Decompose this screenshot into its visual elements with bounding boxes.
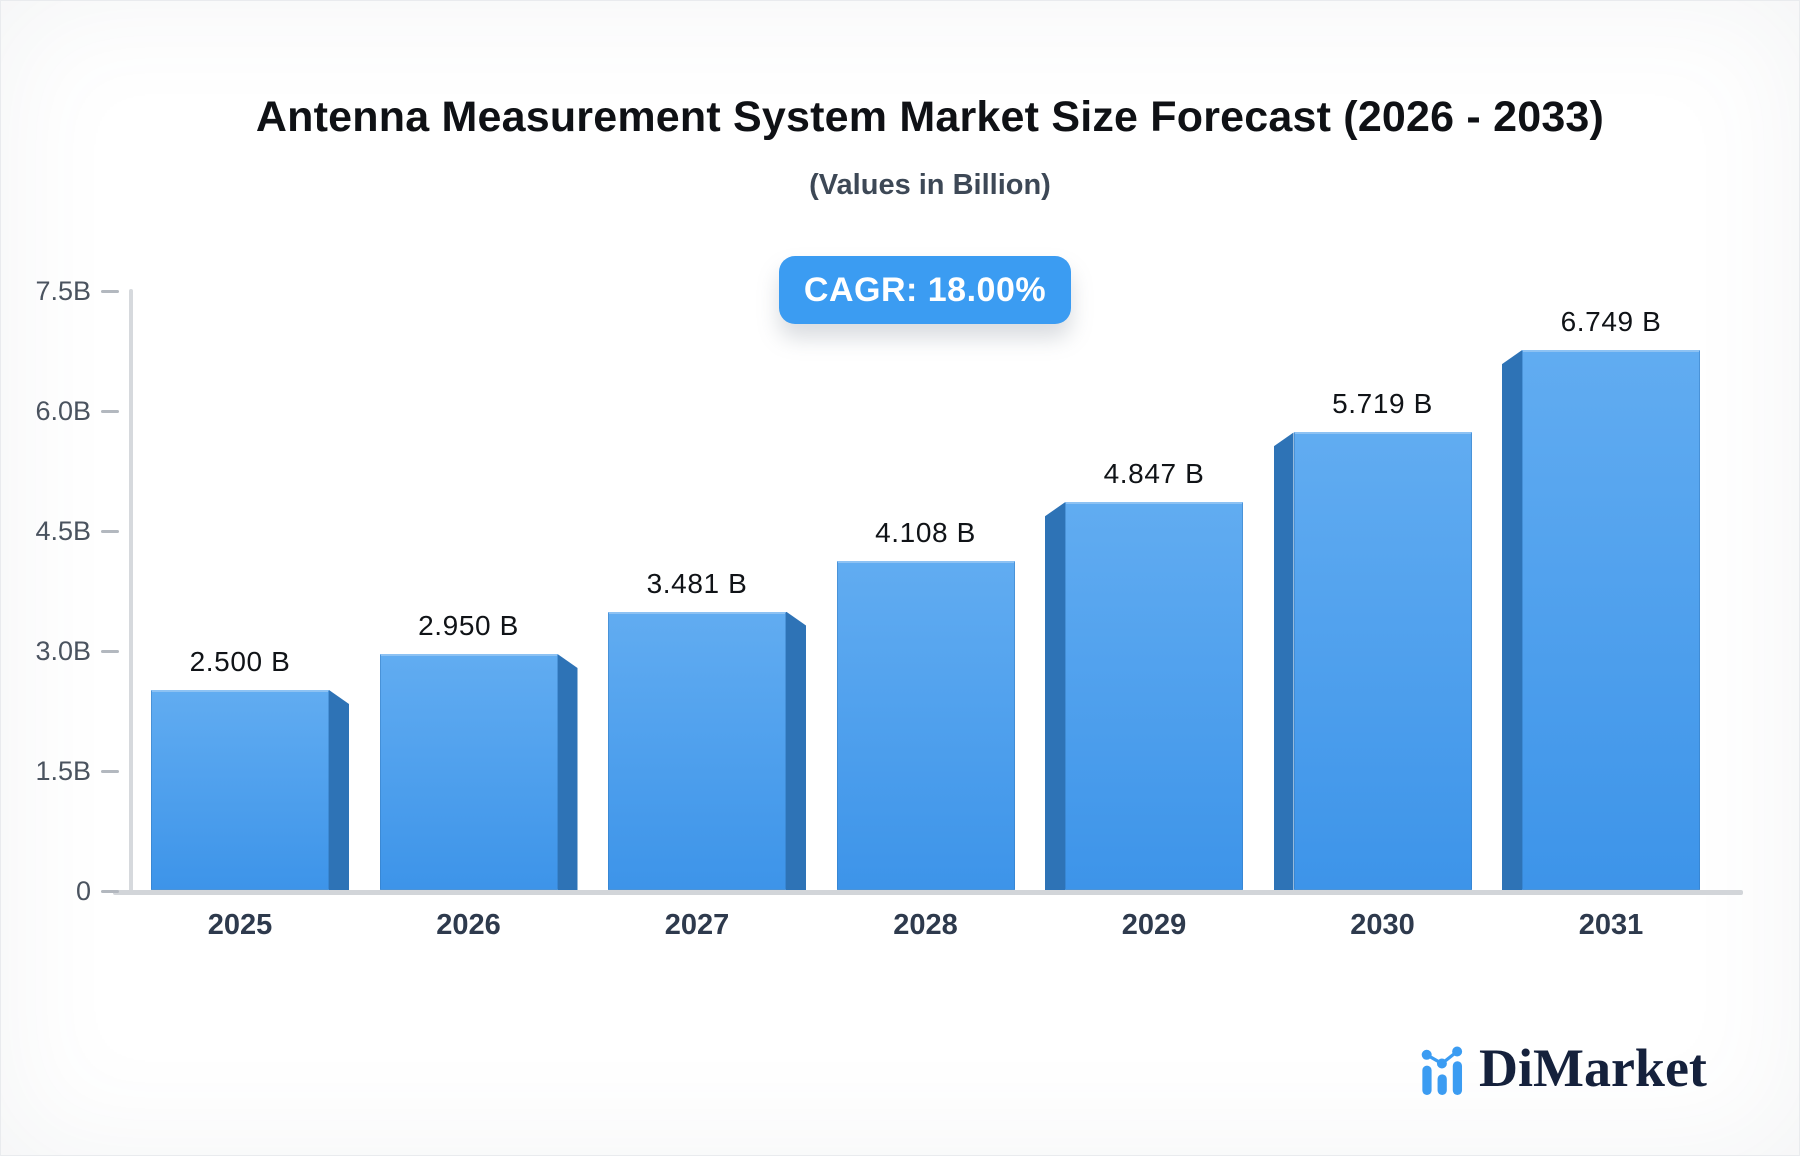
bar-side-face xyxy=(1273,432,1294,890)
bar-2027: 3.481 B xyxy=(583,568,811,890)
y-tick-mark xyxy=(101,650,119,653)
bar-value-label: 4.847 B xyxy=(1103,458,1205,490)
chart-title: Antenna Measurement System Market Size F… xyxy=(255,93,1605,141)
bar-front-face xyxy=(1522,350,1700,890)
bar-front-face xyxy=(1065,502,1243,890)
bar-front-face xyxy=(379,654,558,890)
brand-logo-text: DiMarket xyxy=(1479,1038,1707,1098)
x-tick-label-2031: 2031 xyxy=(1578,909,1644,941)
y-tick-mark xyxy=(101,290,119,293)
y-axis-line xyxy=(129,289,133,895)
bar-2030: 5.719 B xyxy=(1269,388,1497,890)
bar-2028: 4.108 B xyxy=(812,517,1040,890)
bar-side-face xyxy=(329,690,349,890)
bar-2025: 2.500 B xyxy=(126,646,354,890)
bar-front-face xyxy=(151,690,329,890)
bar-2026: 2.950 B xyxy=(355,610,583,890)
bar-2031: 6.749 B xyxy=(1497,306,1725,890)
bar-front-face xyxy=(608,611,786,890)
bar-value-label: 3.481 B xyxy=(646,567,748,599)
bar-value-label: 5.719 B xyxy=(1332,388,1433,420)
bar-value-label: 2.950 B xyxy=(418,610,519,641)
x-tick-label-2027: 2027 xyxy=(664,909,730,941)
y-tick-label: 6.0B xyxy=(35,396,91,426)
y-tick-mark xyxy=(101,890,119,893)
bar-value-label: 2.500 B xyxy=(189,646,291,677)
bar-front-face xyxy=(836,561,1015,890)
bar-value-label: 4.108 B xyxy=(875,517,976,549)
chart-subtitle: (Values in Billion) xyxy=(809,169,1051,201)
bar-side-face xyxy=(786,611,806,890)
bar-side-face xyxy=(557,654,578,890)
x-tick-label-2025: 2025 xyxy=(207,909,273,941)
x-axis-baseline xyxy=(113,890,1743,895)
bar-2029: 4.847 B xyxy=(1040,458,1268,890)
y-tick-label: 4.5B xyxy=(35,516,91,546)
mini-bar-chart-icon xyxy=(1421,1046,1463,1095)
cagr-badge: CAGR: 18.00% xyxy=(779,256,1071,324)
bar-front-face xyxy=(1293,432,1472,890)
x-tick-label-2028: 2028 xyxy=(893,909,958,941)
bar-value-label: 6.749 B xyxy=(1560,306,1662,338)
y-tick-mark xyxy=(101,410,119,413)
y-tick-label: 1.5B xyxy=(35,756,91,786)
x-tick-label-2030: 2030 xyxy=(1350,909,1415,941)
y-tick-mark xyxy=(101,770,119,773)
bar-side-face xyxy=(1502,350,1522,890)
y-tick-label: 7.5B xyxy=(35,276,91,306)
x-tick-label-2029: 2029 xyxy=(1121,909,1187,941)
bar-side-face xyxy=(1045,502,1065,890)
brand-logo: DiMarket xyxy=(1421,1041,1707,1095)
y-tick-mark xyxy=(101,530,119,533)
y-tick-label: 0 xyxy=(75,876,91,906)
y-tick-label: 3.0B xyxy=(35,636,91,666)
x-tick-label-2026: 2026 xyxy=(436,909,501,941)
